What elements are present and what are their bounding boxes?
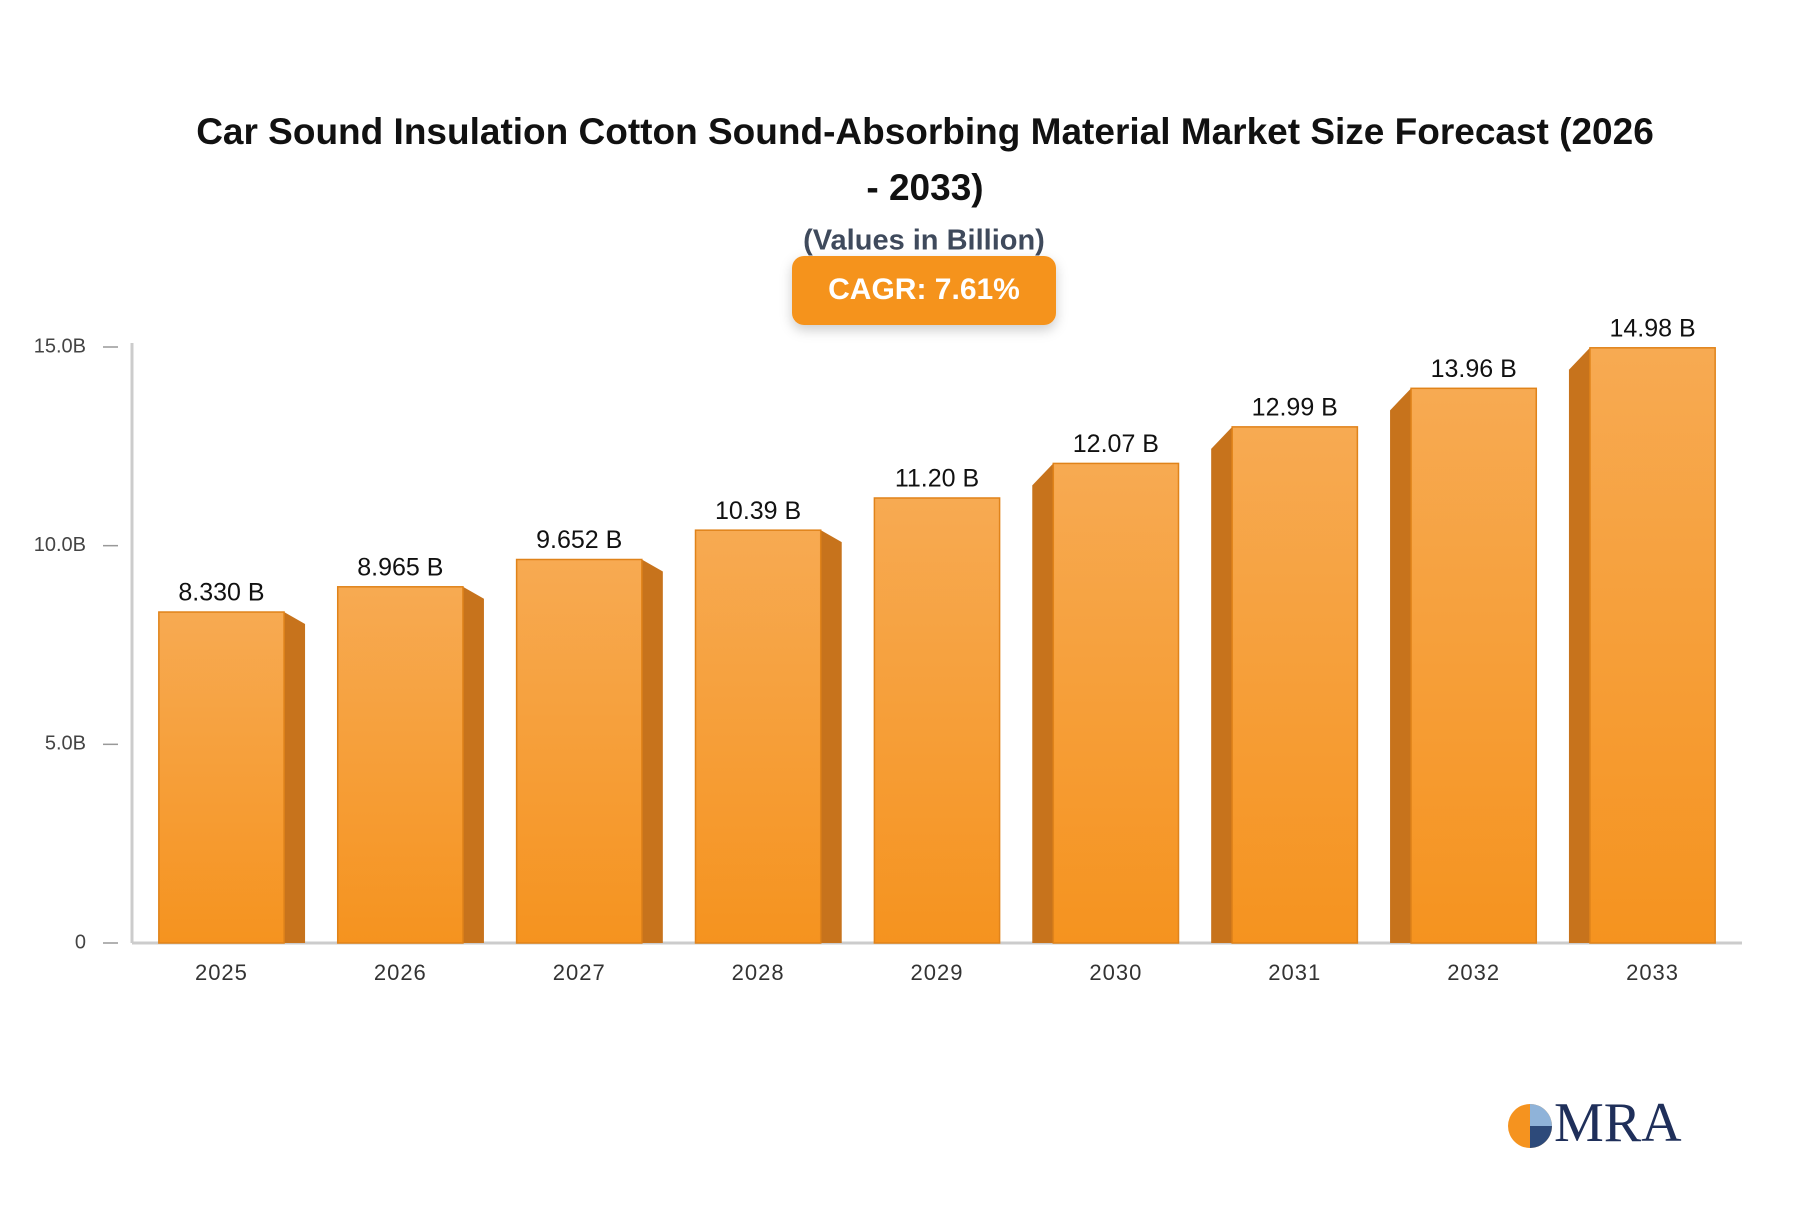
y-tick-label: 15.0B (34, 335, 86, 357)
logo-text: MRA (1554, 1092, 1682, 1154)
x-tick-label: 2029 (911, 960, 964, 985)
bar (694, 529, 822, 944)
chart-title: Car Sound Insulation Cotton Sound-Absorb… (196, 111, 1654, 152)
x-tick-label: 2031 (1268, 960, 1321, 985)
value-label: 12.99 B (1252, 393, 1338, 421)
y-tick-label: 10.0B (34, 534, 86, 556)
bar-side (462, 586, 484, 943)
chart-title: - 2033) (866, 167, 983, 208)
value-label: 8.330 B (178, 579, 264, 607)
cagr-badge (792, 256, 1056, 325)
x-tick-label: 2032 (1447, 960, 1500, 985)
value-label: 13.96 B (1431, 355, 1517, 383)
cagr-label: CAGR: 7.61% (828, 273, 1020, 306)
bar-side (1211, 426, 1233, 943)
value-label: 8.965 B (357, 553, 443, 581)
value-label: 14.98 B (1609, 314, 1695, 342)
chart-subtitle: (Values in Billion) (803, 225, 1045, 257)
value-label: 10.39 B (715, 497, 801, 525)
x-tick-label: 2027 (553, 960, 606, 985)
bar (1052, 462, 1180, 944)
bar (1231, 426, 1359, 944)
logo: MRA (1508, 1092, 1682, 1154)
logo-icon (1530, 1126, 1552, 1148)
bar (1589, 347, 1716, 944)
logo-icon (1530, 1104, 1552, 1126)
x-tick-label: 2033 (1626, 960, 1679, 985)
bar (336, 586, 464, 944)
value-label: 12.07 B (1073, 430, 1159, 458)
bar-side (1568, 347, 1590, 943)
y-tick-label: 0 (75, 931, 86, 953)
y-tick-label: 5.0B (45, 733, 86, 755)
x-tick-label: 2028 (732, 960, 785, 985)
x-tick-label: 2025 (195, 960, 248, 985)
bar-side (820, 530, 842, 943)
bar (873, 497, 1001, 944)
bar (1410, 387, 1538, 944)
x-tick-label: 2030 (1089, 960, 1142, 985)
bar-side (641, 559, 663, 943)
x-tick-label: 2026 (374, 960, 427, 985)
value-label: 9.652 B (536, 526, 622, 554)
bar-side (284, 612, 306, 943)
bar (515, 558, 643, 944)
bar-side (1390, 388, 1412, 944)
bar (158, 611, 285, 944)
bar-side (1032, 463, 1054, 943)
value-label: 11.20 B (895, 465, 979, 493)
